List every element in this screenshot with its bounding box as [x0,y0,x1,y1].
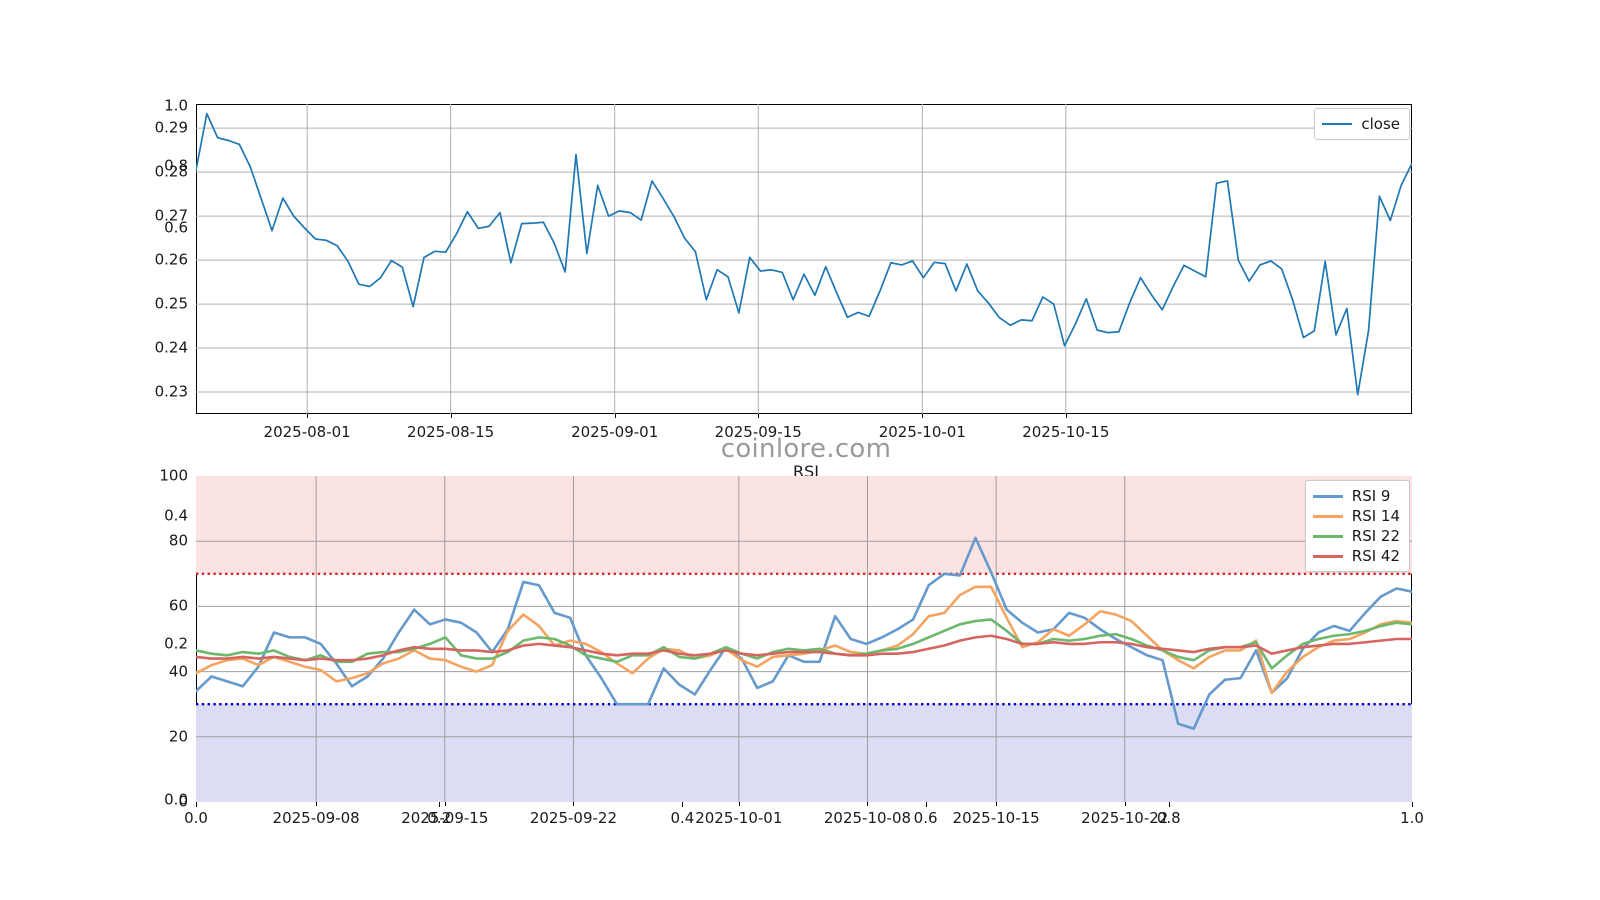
rsi-x-tick-mark [573,802,575,806]
rsi-x-ghost-tick-mark [925,802,927,807]
rsi-x-ghost-tick-label: 0.0 [184,809,208,827]
legend-label: close [1361,115,1400,133]
price-y-ghost-tick-label: 0.6 [164,218,188,237]
rsi-legend-item[interactable]: RSI 42 [1312,546,1400,566]
price-y-tick-label: 0.23 [154,382,188,401]
rsi-y-ghost-tick-label: 0.4 [164,506,188,525]
price-y-tick-label: 0.24 [154,338,188,357]
price-y-tick-label: 0.28 [154,162,188,181]
rsi-y-tick-label: 100 [159,466,188,485]
rsi-plot-area [196,476,1412,802]
rsi-y-tick-label: 40 [168,662,188,681]
rsi-x-ghost-tick-mark [439,802,441,807]
price-x-tick-mark [614,414,616,418]
price-x-tick-mark [1065,414,1067,418]
price-y-tick-label: 0.25 [154,294,188,313]
rsi-y-tick-label: 20 [168,727,188,746]
rsi-x-ghost-tick-mark [1168,802,1170,807]
rsi-x-ghost-tick-mark [1412,802,1413,807]
watermark: coinlore.com [720,434,892,464]
price-x-tick-label: 2025-08-15 [407,423,495,441]
price-y-ghost-tick-label: 1.0 [164,96,188,115]
price-y-tick-label: 0.27 [154,206,188,225]
rsi-y-ghost-tick-label: 0.2 [164,634,188,653]
legend-color-swatch [1312,554,1343,558]
price-y-tick-label: 0.29 [154,118,188,137]
legend-color-swatch [1312,514,1343,518]
price-y-tick-label: 0.26 [154,250,188,269]
rsi-x-ghost-tick-label: 0.8 [1156,809,1181,827]
legend-label: RSI 14 [1351,507,1400,525]
price-x-tick-label: 2025-08-01 [263,423,351,441]
price-x-tick-mark [922,414,924,418]
price-x-tick-label: 2025-10-01 [878,423,966,441]
legend-label: RSI 9 [1351,487,1391,505]
rsi-y-tick-label: 0 [178,792,188,811]
price-x-tick-mark [307,414,309,418]
rsi-legend: RSI 9 RSI 14 RSI 22 RSI 42 [1304,480,1410,572]
price-legend-item[interactable]: close [1322,114,1400,134]
price-legend: close [1314,108,1410,140]
price-x-tick-mark [450,414,452,418]
price-x-tick-mark [758,414,760,418]
rsi-legend-item[interactable]: RSI 9 [1312,486,1400,506]
rsi-x-tick-mark [316,802,318,806]
rsi-x-tick-label: 2025-09-08 [272,809,360,827]
legend-color-swatch [1312,494,1343,498]
rsi-legend-item[interactable]: RSI 14 [1312,506,1400,526]
rsi-x-tick-label: 2025-10-08 [823,809,912,827]
legend-label: RSI 42 [1351,547,1400,565]
rsi-x-tick-label: 2025-10-22 [1081,809,1169,827]
price-x-tick-label: 2025-10-15 [1022,423,1110,441]
legend-color-swatch [1312,534,1343,538]
rsi-x-tick-mark [1124,802,1126,806]
price-plot-frame [196,104,1412,414]
rsi-x-tick-label: 2025-09-22 [529,809,618,827]
rsi-x-tick-mark [444,802,446,806]
price-x-tick-label: 2025-09-01 [571,423,659,441]
legend-color-swatch [1322,123,1353,125]
price-y-ghost-tick-label: 0.8 [164,156,188,175]
rsi-x-tick-label: 2025-10-01 [695,809,783,827]
price-chart-panel: close [196,104,1412,414]
rsi-x-ghost-tick-label: 0.4 [670,809,695,827]
legend-label: RSI 22 [1351,527,1400,545]
rsi-x-ghost-tick-label: 0.6 [913,809,938,827]
price-plot-area [196,104,1412,414]
rsi-x-tick-mark [738,802,740,806]
rsi-y-tick-label: 80 [168,531,188,550]
rsi-x-ghost-tick-label: 1.0 [1400,809,1424,827]
rsi-y-ghost-tick-label: 0.0 [164,790,188,809]
rsi-x-ghost-tick-label: 0.2 [427,809,452,827]
rsi-legend-item[interactable]: RSI 22 [1312,526,1400,546]
rsi-x-tick-label: 2025-09-15 [401,809,489,827]
rsi-x-tick-mark [867,802,869,806]
rsi-x-tick-label: 2025-10-15 [952,809,1040,827]
price-x-tick-label: 2025-09-15 [714,423,802,441]
rsi-x-tick-mark [996,802,998,806]
rsi-chart-panel: RSI 9 RSI 14 RSI 22 RSI 42 [196,476,1412,802]
rsi-x-ghost-tick-mark [682,802,684,807]
rsi-x-ghost-tick-mark [196,802,197,807]
rsi-y-tick-label: 60 [168,596,188,615]
